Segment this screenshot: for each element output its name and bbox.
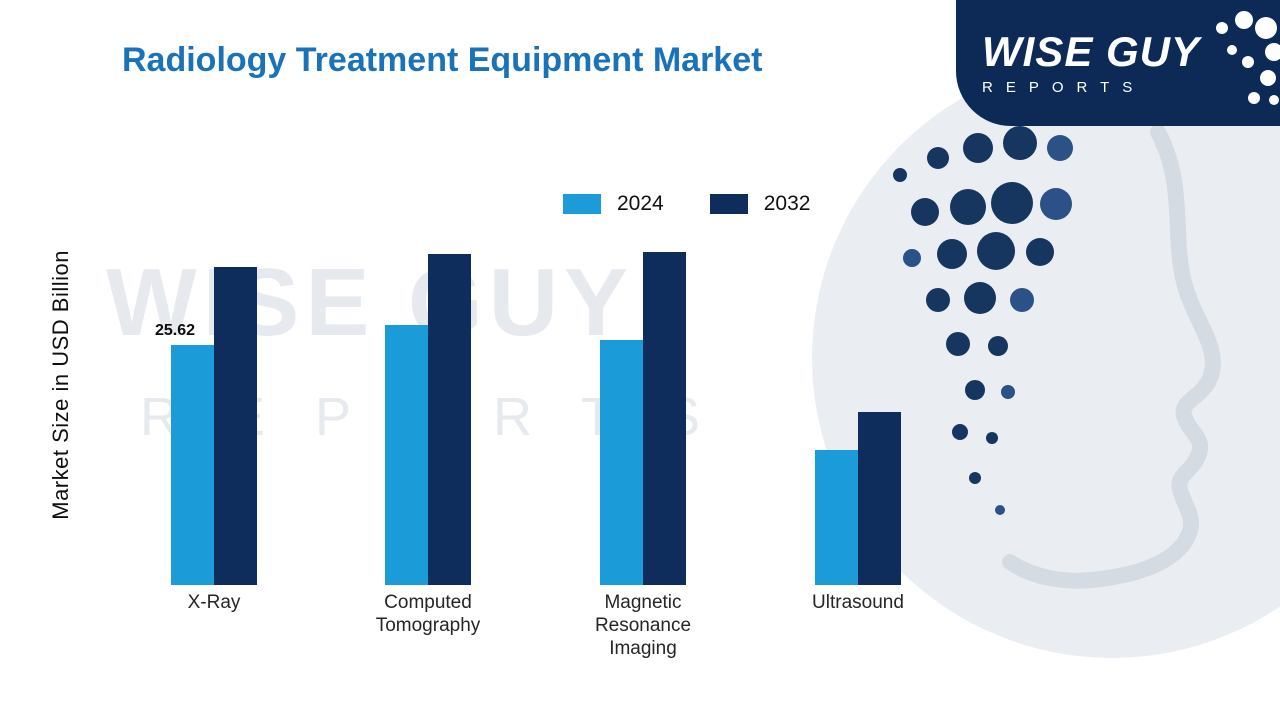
- bar-2024-3: [815, 450, 858, 585]
- bar-2032-0: [214, 267, 257, 585]
- bar-2032-3: [858, 412, 901, 585]
- category-label: X-Ray: [187, 592, 241, 613]
- bar-2032-2: [643, 252, 686, 585]
- category-label: Ultrasound: [812, 592, 904, 613]
- decor-dots: [893, 126, 1073, 515]
- legend-swatch-2032: [709, 194, 748, 214]
- chart-legend: 2024 2032: [563, 192, 810, 216]
- category-label: Computed Tomography: [375, 592, 481, 637]
- category-label: Magnetic Resonance Imaging: [594, 592, 692, 660]
- watermark-wiseguy: WISE GUY: [106, 249, 635, 356]
- page-title: Radiology Treatment Equipment Market: [122, 41, 763, 79]
- logo: WISE GUY REPORTS: [956, 0, 1280, 126]
- logo-brand-text: WISE GUY: [982, 27, 1201, 75]
- bar-2024-2: [600, 340, 643, 585]
- decor-face-profile: [1002, 124, 1221, 589]
- legend-swatch-2024: [563, 194, 601, 214]
- y-axis-label: Market Size in USD Billion: [48, 250, 73, 520]
- legend-item-2024: 2024: [563, 192, 664, 216]
- logo-sub-text: REPORTS: [982, 78, 1146, 96]
- legend-item-2032: 2032: [709, 192, 811, 216]
- bar-2024-1: [385, 325, 428, 585]
- legend-label-2024: 2024: [617, 192, 664, 215]
- bar-2032-1: [428, 254, 471, 585]
- bar-2024-0: [171, 345, 214, 585]
- legend-label-2032: 2032: [763, 192, 811, 215]
- logo-face-dots-icon: [1216, 11, 1280, 105]
- value-label-xray-2024: 25.62: [155, 322, 196, 339]
